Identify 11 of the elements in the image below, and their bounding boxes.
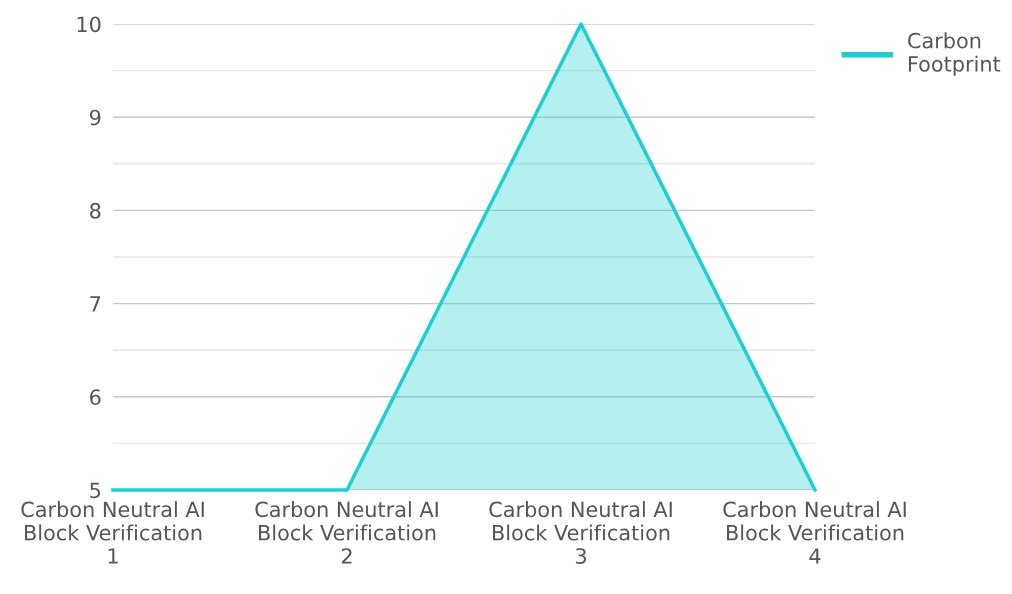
x-tick-label: Carbon Neutral AI Block Verification 4 <box>723 501 906 564</box>
y-tick-label: 6 <box>90 389 101 406</box>
x-tick-label: Carbon Neutral AI Block Verification 1 <box>21 501 204 564</box>
y-tick-label: 8 <box>90 202 101 219</box>
x-tick-label: Carbon Neutral AI Block Verification 3 <box>489 501 672 564</box>
legend-label: Carbon Footprint <box>908 32 1001 76</box>
y-tick-label: 5 <box>90 482 101 499</box>
x-tick-label: Carbon Neutral AI Block Verification 2 <box>255 501 438 564</box>
y-tick-label: 10 <box>77 16 101 33</box>
y-tick-label: 9 <box>89 109 101 126</box>
y-tick-label: 7 <box>90 296 101 312</box>
